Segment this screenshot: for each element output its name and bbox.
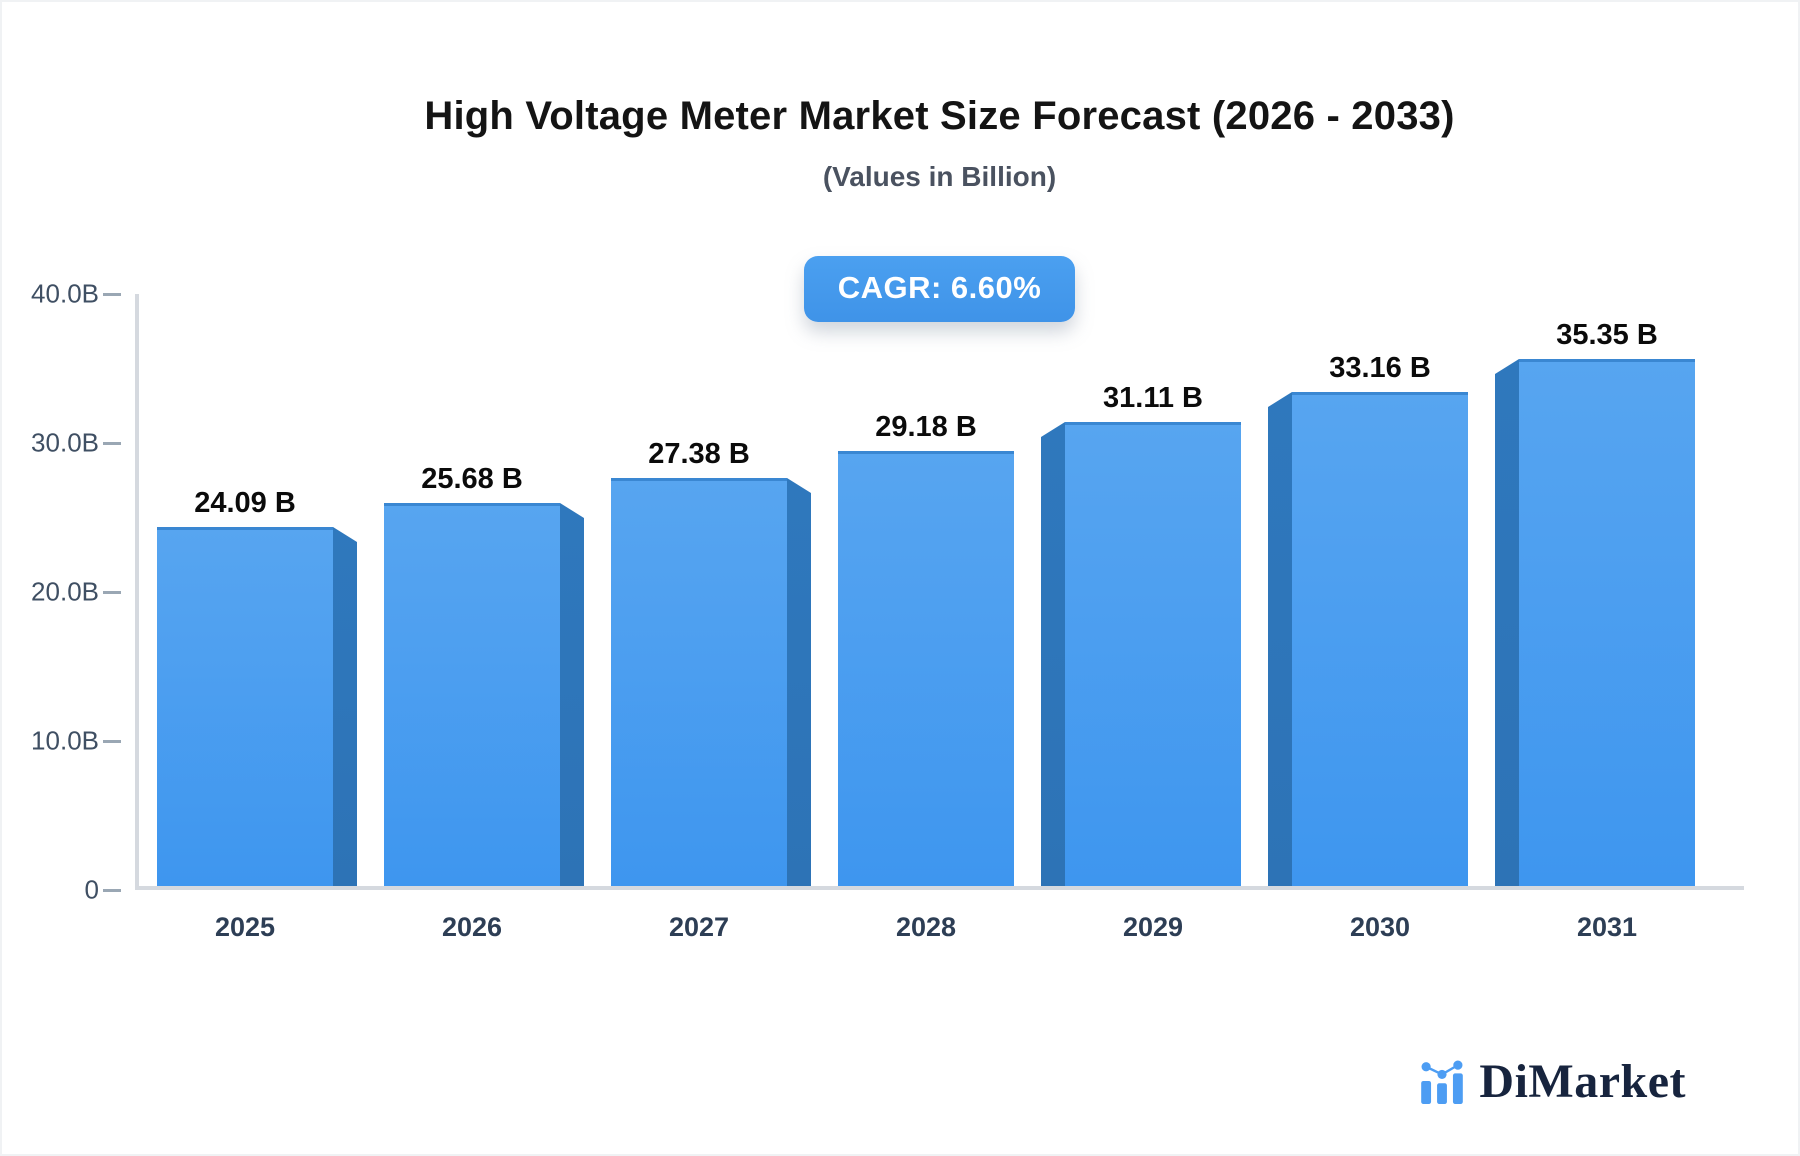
brand-logo-text: DiMarket	[1479, 1054, 1686, 1108]
bar-value-label: 24.09 B	[194, 487, 296, 519]
y-axis-tick-label: 0	[84, 874, 99, 905]
bar-3d-side	[333, 527, 357, 886]
bar-2028	[838, 451, 1014, 886]
y-axis-tick-mark	[103, 888, 121, 892]
x-axis-label-2028: 2028	[895, 912, 957, 942]
x-axis-label-2025: 2025	[214, 912, 276, 942]
y-axis-tick-mark	[103, 292, 121, 296]
bar-2030	[1292, 392, 1468, 886]
x-axis-label-2031: 2031	[1576, 912, 1638, 942]
bar-value-label: 27.38 B	[648, 438, 750, 470]
bar-3d-side	[787, 478, 811, 886]
y-axis-tick-mark	[103, 590, 121, 594]
bar-2027	[611, 478, 787, 886]
bar-chart-icon	[1420, 1058, 1464, 1104]
y-axis-tick-label: 30.0B	[31, 427, 99, 458]
y-axis-tick-mark	[103, 739, 121, 743]
bar-3d-side	[1041, 422, 1065, 886]
y-axis-tick-label: 40.0B	[31, 278, 99, 309]
y-axis-tick-mark	[103, 441, 121, 445]
x-axis-label-2030: 2030	[1349, 912, 1411, 942]
x-axis-label-2026: 2026	[441, 912, 503, 942]
bar-3d-side	[1268, 392, 1292, 886]
bar-2026	[384, 503, 560, 886]
bar-2025	[157, 527, 333, 886]
bar-value-label: 33.16 B	[1329, 352, 1431, 384]
bar-2031	[1519, 359, 1695, 886]
bar-value-label: 25.68 B	[421, 463, 523, 495]
bar-value-label: 35.35 B	[1556, 319, 1658, 351]
bar-2029	[1065, 422, 1241, 886]
x-axis-label-2029: 2029	[1122, 912, 1184, 942]
plot-area: 40.0B 30.0B 20.0B 10.0B 0 24.09 B 2025 25.68 B 2…	[31, 279, 1744, 942]
bar-value-label: 29.18 B	[875, 411, 977, 443]
y-axis-tick-label: 10.0B	[31, 725, 99, 756]
brand-logo: DiMarket	[1420, 1054, 1686, 1108]
bar-3d-side	[560, 503, 584, 886]
x-axis-label-2027: 2027	[668, 912, 730, 942]
chart-title: High Voltage Meter Market Size Forecast …	[424, 94, 1455, 138]
chart-subtitle: (Values in Billion)	[822, 161, 1057, 192]
bar-value-label: 31.11 B	[1103, 382, 1203, 414]
bar-3d-side	[1495, 359, 1519, 886]
cagr-badge: CAGR: 6.60%	[803, 256, 1076, 322]
y-axis-tick-label: 20.0B	[31, 576, 99, 607]
